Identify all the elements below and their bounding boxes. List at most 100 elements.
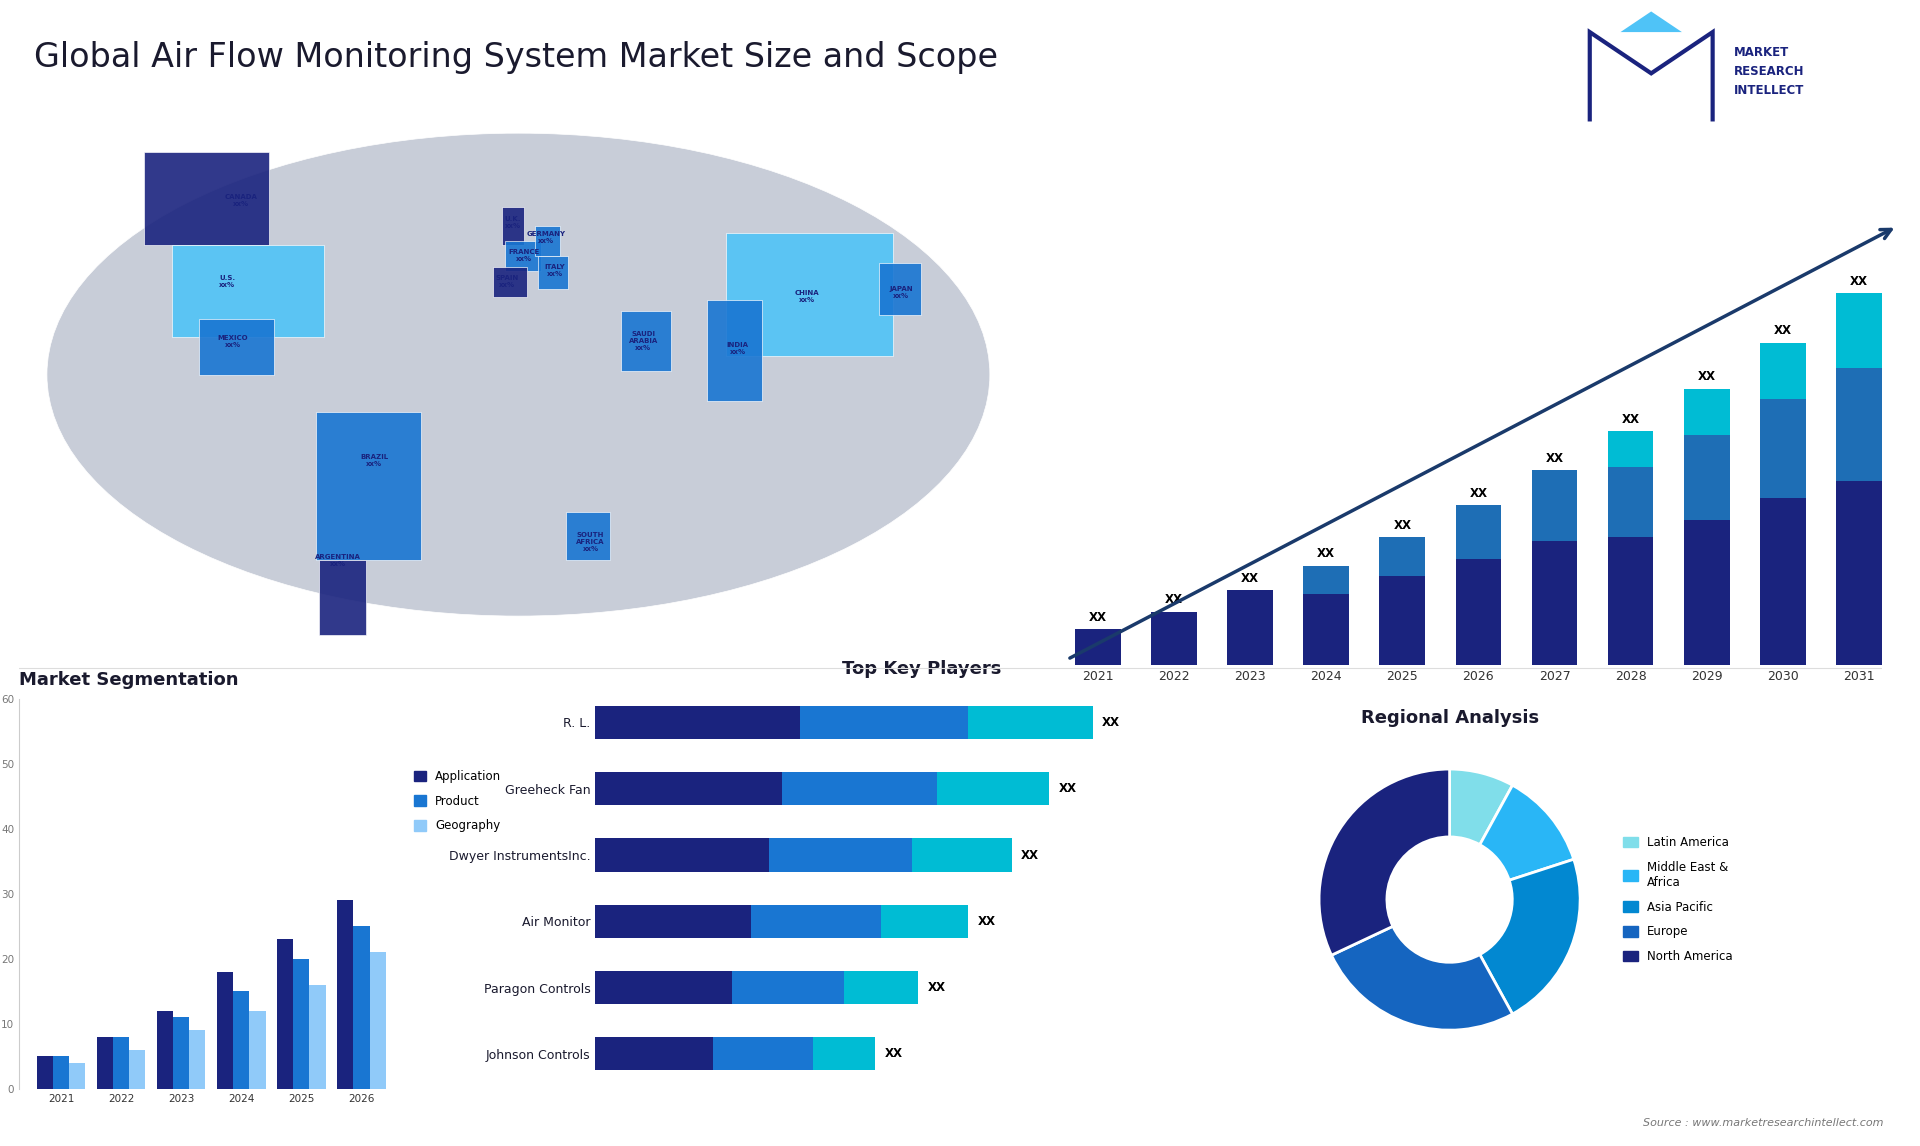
Bar [595, 706, 801, 739]
Bar [294, 959, 309, 1089]
Text: XX: XX [1021, 848, 1039, 862]
Text: CHINA
xx%: CHINA xx% [795, 290, 820, 303]
Text: XX: XX [1058, 783, 1077, 795]
Bar [276, 940, 294, 1089]
Bar [54, 1057, 69, 1089]
Bar [1684, 434, 1730, 519]
Wedge shape [1331, 926, 1513, 1030]
Bar [937, 772, 1048, 806]
Bar [1304, 594, 1350, 665]
Text: ARGENTINA
xx%: ARGENTINA xx% [315, 554, 361, 567]
Polygon shape [144, 151, 269, 244]
Bar [250, 1011, 265, 1089]
Polygon shape [1620, 11, 1682, 32]
Text: XX: XX [1102, 716, 1119, 729]
Text: MEXICO
xx%: MEXICO xx% [217, 335, 248, 347]
Bar [190, 1030, 205, 1089]
Title: Top Key Players: Top Key Players [841, 660, 1002, 677]
Bar [1607, 537, 1653, 665]
Polygon shape [538, 256, 568, 289]
Bar [1075, 629, 1121, 665]
Legend: Application, Product, Geography: Application, Product, Geography [409, 766, 507, 838]
Text: Market Segmentation: Market Segmentation [19, 672, 238, 689]
Polygon shape [566, 512, 611, 560]
Text: SAUDI
ARABIA
xx%: SAUDI ARABIA xx% [628, 331, 659, 351]
Bar [595, 839, 770, 872]
Polygon shape [707, 300, 762, 401]
Bar [801, 706, 968, 739]
Wedge shape [1480, 860, 1580, 1014]
Text: INDIA
xx%: INDIA xx% [726, 343, 749, 355]
Text: BRAZIL
xx%: BRAZIL xx% [361, 454, 388, 466]
Text: XX: XX [1240, 572, 1260, 586]
Text: XX: XX [1394, 519, 1411, 532]
Text: XX: XX [1697, 370, 1716, 384]
Text: JAPAN
xx%: JAPAN xx% [889, 286, 912, 299]
Bar [1379, 537, 1425, 576]
Polygon shape [879, 264, 920, 315]
Bar [1836, 480, 1882, 665]
Bar [714, 1037, 812, 1070]
Bar [1455, 558, 1501, 665]
Polygon shape [726, 234, 893, 356]
Text: XX: XX [1622, 413, 1640, 426]
Bar [1761, 499, 1805, 665]
Bar [157, 1011, 173, 1089]
Bar [217, 972, 232, 1089]
Title: Regional Analysis: Regional Analysis [1361, 708, 1538, 727]
Bar [1761, 343, 1805, 399]
Text: ITALY
xx%: ITALY xx% [543, 264, 564, 277]
Bar [770, 839, 912, 872]
Wedge shape [1319, 769, 1450, 956]
Bar [129, 1050, 146, 1089]
Polygon shape [536, 226, 561, 256]
Bar [1532, 470, 1578, 541]
Text: SPAIN
xx%: SPAIN xx% [495, 275, 518, 289]
Bar [912, 839, 1012, 872]
Bar [173, 1018, 190, 1089]
Ellipse shape [46, 133, 991, 617]
Bar [1304, 566, 1350, 594]
Bar [845, 971, 918, 1004]
Bar [595, 772, 781, 806]
Polygon shape [171, 244, 324, 337]
Polygon shape [319, 560, 367, 635]
Text: MARKET
RESEARCH
INTELLECT: MARKET RESEARCH INTELLECT [1734, 46, 1805, 97]
Bar [36, 1057, 54, 1089]
Text: XX: XX [1089, 611, 1106, 623]
Polygon shape [493, 267, 526, 297]
Text: XX: XX [1851, 275, 1868, 288]
Wedge shape [1480, 785, 1574, 880]
Text: XX: XX [1469, 487, 1488, 500]
Bar [338, 901, 353, 1089]
Bar [881, 904, 968, 937]
Bar [1152, 612, 1196, 665]
Bar [1607, 431, 1653, 466]
Polygon shape [317, 411, 420, 560]
Bar [1836, 368, 1882, 480]
Bar [751, 904, 881, 937]
Bar [1455, 505, 1501, 558]
Bar [1532, 541, 1578, 665]
Text: GERMANY
xx%: GERMANY xx% [526, 230, 566, 244]
Bar [595, 1037, 714, 1070]
Text: XX: XX [1317, 548, 1334, 560]
Bar [96, 1037, 113, 1089]
Bar [781, 772, 937, 806]
Bar [232, 991, 250, 1089]
Bar [1684, 388, 1730, 434]
Text: Global Air Flow Monitoring System Market Size and Scope: Global Air Flow Monitoring System Market… [35, 41, 998, 73]
Bar [968, 706, 1092, 739]
Text: CANADA
xx%: CANADA xx% [225, 194, 257, 206]
Bar [113, 1037, 129, 1089]
Text: XX: XX [1774, 324, 1791, 337]
Bar [1836, 293, 1882, 368]
Text: SOUTH
AFRICA
xx%: SOUTH AFRICA xx% [576, 532, 605, 551]
Polygon shape [620, 312, 670, 371]
Bar [69, 1062, 84, 1089]
Bar [1379, 576, 1425, 665]
Polygon shape [501, 207, 524, 244]
Bar [1607, 466, 1653, 537]
Bar [353, 926, 369, 1089]
Wedge shape [1450, 769, 1513, 845]
